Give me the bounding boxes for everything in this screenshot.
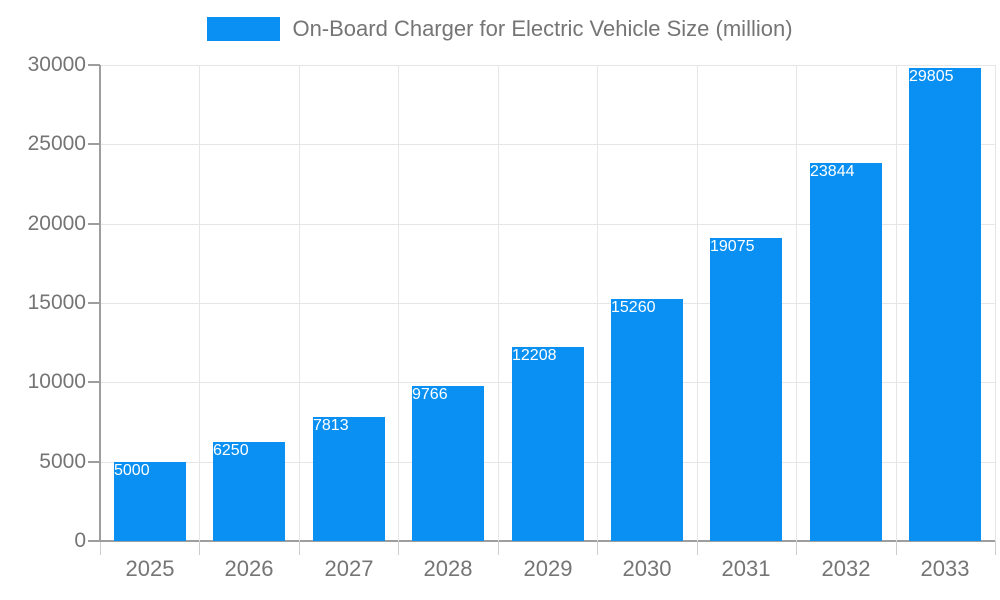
bar-value-label: 15260 xyxy=(611,299,656,316)
y-axis-label: 0 xyxy=(74,529,86,552)
x-tick xyxy=(697,541,698,555)
gridline-vertical xyxy=(199,65,200,541)
y-tick xyxy=(88,381,100,383)
bar-value-label: 9766 xyxy=(412,386,448,403)
x-axis-label: 2027 xyxy=(324,556,374,581)
y-tick xyxy=(88,64,100,66)
gridline-vertical xyxy=(995,65,996,541)
x-tick xyxy=(199,541,200,555)
chart-legend: On-Board Charger for Electric Vehicle Si… xyxy=(0,16,1000,42)
x-axis-label: 2031 xyxy=(721,556,771,581)
y-tick xyxy=(88,540,100,542)
x-tick xyxy=(299,541,300,555)
y-axis-label: 20000 xyxy=(27,212,86,235)
x-axis-label: 2033 xyxy=(920,556,970,581)
bar: 29805 xyxy=(909,68,981,541)
y-axis-label: 10000 xyxy=(27,370,86,393)
x-axis-label: 2026 xyxy=(224,556,274,581)
bar: 9766 xyxy=(412,386,484,541)
bar-value-label: 7813 xyxy=(313,417,349,434)
x-tick xyxy=(896,541,897,555)
gridline-vertical xyxy=(597,65,598,541)
x-axis-label: 2032 xyxy=(821,556,871,581)
x-tick xyxy=(597,541,598,555)
y-tick xyxy=(88,302,100,304)
y-axis-label: 15000 xyxy=(27,291,86,314)
bar-value-label: 6250 xyxy=(213,442,249,459)
gridline-vertical xyxy=(697,65,698,541)
x-axis-label: 2025 xyxy=(125,556,175,581)
x-tick xyxy=(100,541,101,555)
y-axis-label: 30000 xyxy=(27,53,86,76)
y-axis-label: 5000 xyxy=(39,450,86,473)
bar-value-label: 19075 xyxy=(710,238,755,255)
bar: 23844 xyxy=(810,163,882,541)
x-axis-label: 2028 xyxy=(423,556,473,581)
gridline-vertical xyxy=(398,65,399,541)
bar: 19075 xyxy=(710,238,782,541)
y-tick xyxy=(88,461,100,463)
bar: 7813 xyxy=(313,417,385,541)
gridline-vertical xyxy=(896,65,897,541)
x-tick xyxy=(995,541,996,555)
gridline-horizontal xyxy=(100,303,995,304)
gridline-horizontal xyxy=(100,144,995,145)
bar-value-label: 12208 xyxy=(512,347,557,364)
bar-value-label: 23844 xyxy=(810,163,855,180)
y-axis-label: 25000 xyxy=(27,132,86,155)
bar: 12208 xyxy=(512,347,584,541)
x-axis-label: 2030 xyxy=(622,556,672,581)
x-tick xyxy=(398,541,399,555)
bar: 15260 xyxy=(611,299,683,541)
gridline-vertical xyxy=(498,65,499,541)
x-tick xyxy=(498,541,499,555)
x-axis-label: 2029 xyxy=(523,556,573,581)
bar-value-label: 5000 xyxy=(114,462,150,479)
x-tick xyxy=(796,541,797,555)
y-tick xyxy=(88,223,100,225)
bar: 5000 xyxy=(114,462,186,541)
gridline-vertical xyxy=(796,65,797,541)
legend-swatch xyxy=(207,17,281,41)
gridline-vertical xyxy=(299,65,300,541)
gridline-horizontal xyxy=(100,65,995,66)
bar: 6250 xyxy=(213,442,285,541)
bar-value-label: 29805 xyxy=(909,68,954,85)
y-axis-line xyxy=(99,65,101,542)
gridline-horizontal xyxy=(100,224,995,225)
y-tick xyxy=(88,143,100,145)
chart-title: On-Board Charger for Electric Vehicle Si… xyxy=(292,16,793,41)
x-axis-baseline xyxy=(100,540,995,542)
